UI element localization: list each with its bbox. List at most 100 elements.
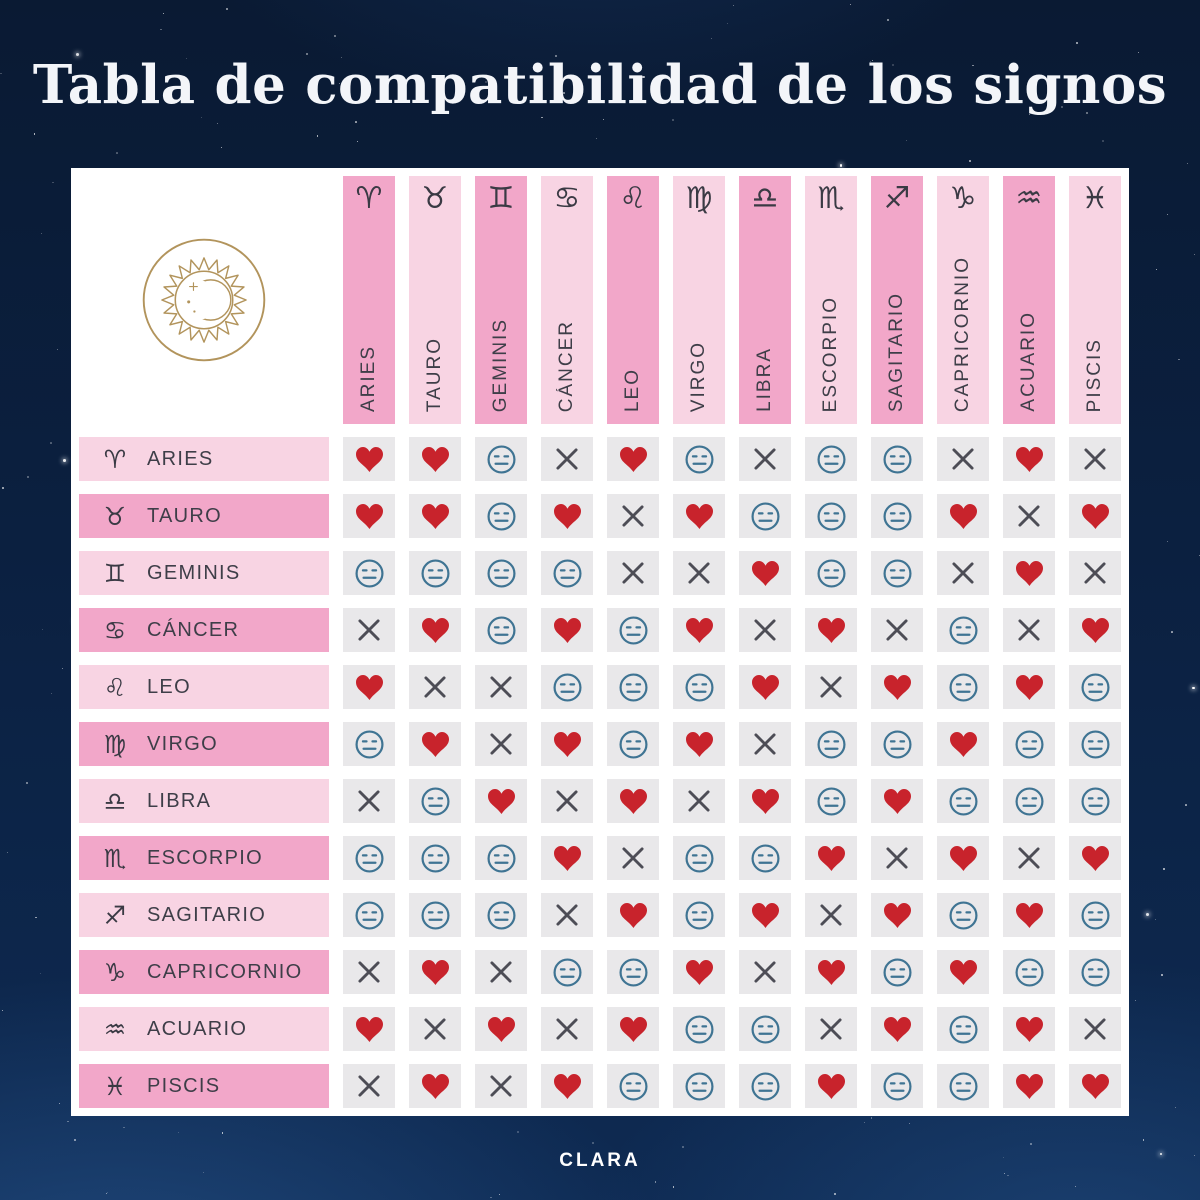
compat-cell (805, 1007, 857, 1051)
star-dot (243, 88, 246, 91)
x-mark-icon (883, 844, 911, 872)
star-dot (6, 852, 8, 854)
neutral-face-icon (816, 444, 847, 475)
row-header-tauro: ♉ TAURO (79, 494, 329, 538)
sun-moon-logo (79, 176, 329, 424)
compat-cell (1069, 893, 1121, 937)
compat-cell (673, 494, 725, 538)
acuario-icon: ♒ (1015, 181, 1043, 216)
compat-cell (475, 551, 527, 595)
compat-cell (739, 437, 791, 481)
heart-icon (553, 1073, 581, 1099)
x-mark-icon (817, 1015, 845, 1043)
compat-cell (607, 437, 659, 481)
sagitario-icon: ♐ (103, 900, 127, 930)
compat-cell (871, 608, 923, 652)
star-dot (870, 1117, 873, 1119)
compat-cell (607, 836, 659, 880)
col-header-label: PISCIS (1084, 337, 1105, 412)
x-mark-icon (1081, 1015, 1109, 1043)
star-dot (1003, 1157, 1005, 1158)
x-mark-icon (1081, 445, 1109, 473)
neutral-face-icon (354, 843, 385, 874)
x-mark-icon (1015, 844, 1043, 872)
compat-cell (343, 779, 395, 823)
virgo-icon: ♍ (103, 729, 127, 759)
compat-cell (937, 836, 989, 880)
star-dot (1076, 41, 1079, 44)
neutral-face-icon (948, 900, 979, 931)
x-mark-icon (355, 787, 383, 815)
compat-cell (343, 608, 395, 652)
x-mark-icon (553, 787, 581, 815)
heart-icon (487, 788, 515, 814)
x-mark-icon (817, 901, 845, 929)
col-header-capricornio: ♑ CAPRICORNIO (937, 176, 989, 424)
x-mark-icon (619, 559, 647, 587)
row-header-leo: ♌ LEO (79, 665, 329, 709)
compat-cell (541, 893, 593, 937)
neutral-face-icon (816, 729, 847, 760)
compat-cell (805, 950, 857, 994)
compat-cell (805, 437, 857, 481)
col-header-sagitario: ♐ SAGITARIO (871, 176, 923, 424)
col-header-virgo: ♍ VIRGO (673, 176, 725, 424)
row-header-label: PISCIS (147, 1074, 221, 1097)
row-header-aries: ♈ ARIES (79, 437, 329, 481)
x-mark-icon (751, 445, 779, 473)
compat-cell (937, 722, 989, 766)
compat-cell (937, 437, 989, 481)
col-header-aries: ♈ ARIES (343, 176, 395, 424)
compat-cell (607, 665, 659, 709)
star-dot (40, 972, 42, 974)
compat-cell (541, 551, 593, 595)
star-dot (26, 476, 29, 479)
compat-cell (673, 437, 725, 481)
row-header-piscis: ♓ PISCIS (79, 1064, 329, 1108)
heart-icon (421, 503, 449, 529)
neutral-face-icon (684, 900, 715, 931)
x-mark-icon (487, 1072, 515, 1100)
compat-cell (409, 722, 461, 766)
compat-cell (607, 779, 659, 823)
compat-cell (673, 893, 725, 937)
heart-icon (1015, 1016, 1043, 1042)
capricornio-icon: ♑ (949, 181, 977, 216)
row-header-cancer: ♋ CÁNCER (79, 608, 329, 652)
compat-cell (739, 1064, 791, 1108)
compat-cell (1069, 836, 1121, 880)
compat-cell (475, 722, 527, 766)
heart-icon (421, 959, 449, 985)
star-dot (58, 1103, 60, 1105)
leo-icon: ♌ (619, 181, 647, 216)
compat-cell (409, 665, 461, 709)
star-dot (1134, 999, 1137, 1002)
heart-icon (685, 617, 713, 643)
row-header-label: CAPRICORNIO (147, 960, 303, 983)
neutral-face-icon (750, 1071, 781, 1102)
capricornio-icon: ♑ (103, 957, 127, 987)
x-mark-icon (553, 445, 581, 473)
star-dot (1138, 52, 1139, 54)
heart-icon (883, 1016, 911, 1042)
compat-cell (541, 722, 593, 766)
neutral-face-icon (882, 558, 913, 589)
neutral-face-icon (1080, 672, 1111, 703)
compat-cell (343, 836, 395, 880)
star-dot (1166, 541, 1168, 543)
compat-cell (541, 608, 593, 652)
star-dot (1194, 254, 1195, 255)
star-dot (997, 76, 999, 78)
tauro-icon: ♉ (421, 181, 449, 216)
col-header-label: VIRGO (688, 340, 709, 412)
star-dot (226, 8, 229, 11)
star-dot (732, 4, 735, 7)
heart-icon (619, 902, 647, 928)
compat-cell (871, 494, 923, 538)
star-dot (1194, 1154, 1196, 1156)
heart-icon (817, 1073, 845, 1099)
neutral-face-icon (684, 444, 715, 475)
compat-cell (739, 1007, 791, 1051)
compat-cell (739, 494, 791, 538)
star-dot (162, 12, 164, 14)
